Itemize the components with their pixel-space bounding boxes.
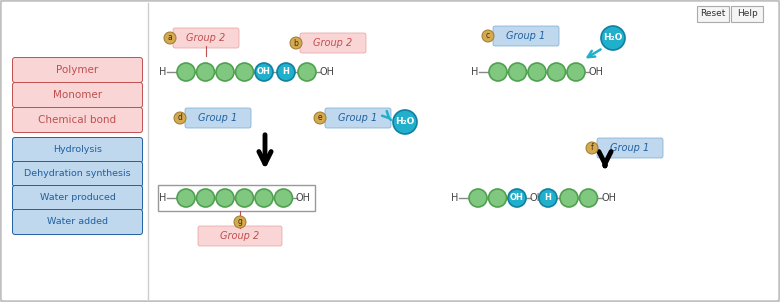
FancyBboxPatch shape — [731, 6, 763, 22]
Text: Water added: Water added — [47, 217, 108, 226]
Circle shape — [314, 112, 326, 124]
FancyBboxPatch shape — [12, 57, 143, 82]
Text: OH: OH — [588, 67, 604, 77]
Circle shape — [255, 63, 273, 81]
FancyBboxPatch shape — [493, 26, 559, 46]
FancyBboxPatch shape — [12, 82, 143, 108]
Text: OH: OH — [320, 67, 335, 77]
Text: Group 1: Group 1 — [198, 113, 238, 123]
Text: Reset: Reset — [700, 9, 725, 18]
Text: H: H — [452, 193, 459, 203]
Circle shape — [275, 189, 292, 207]
Circle shape — [586, 142, 598, 154]
Text: Dehydration synthesis: Dehydration synthesis — [24, 169, 131, 178]
Text: Group 2: Group 2 — [221, 231, 260, 241]
Text: Monomer: Monomer — [53, 90, 102, 100]
Text: H₂O: H₂O — [603, 34, 622, 43]
FancyBboxPatch shape — [173, 28, 239, 48]
Text: OH: OH — [296, 193, 311, 203]
Text: OH: OH — [530, 193, 544, 203]
Circle shape — [469, 189, 487, 207]
Circle shape — [548, 63, 566, 81]
Circle shape — [216, 189, 234, 207]
Text: Polymer: Polymer — [56, 65, 98, 75]
Text: H: H — [159, 67, 167, 77]
Text: Hydrolysis: Hydrolysis — [53, 146, 102, 155]
Text: c: c — [486, 31, 490, 40]
Circle shape — [482, 30, 494, 42]
FancyBboxPatch shape — [597, 138, 663, 158]
FancyBboxPatch shape — [12, 108, 143, 133]
FancyBboxPatch shape — [12, 137, 143, 162]
Circle shape — [277, 63, 295, 81]
Text: H: H — [471, 67, 479, 77]
Circle shape — [509, 63, 526, 81]
Circle shape — [197, 63, 215, 81]
Circle shape — [236, 63, 254, 81]
Text: Group 2: Group 2 — [186, 33, 225, 43]
Text: Help: Help — [736, 9, 757, 18]
Text: b: b — [293, 38, 299, 47]
Circle shape — [601, 26, 625, 50]
Text: f: f — [590, 143, 594, 153]
Circle shape — [528, 63, 546, 81]
Text: H₂O: H₂O — [395, 117, 415, 127]
FancyBboxPatch shape — [185, 108, 251, 128]
Text: H: H — [282, 68, 289, 76]
Circle shape — [177, 63, 195, 81]
Text: H: H — [159, 193, 167, 203]
FancyBboxPatch shape — [325, 108, 391, 128]
Text: Group 1: Group 1 — [339, 113, 378, 123]
Circle shape — [216, 63, 234, 81]
FancyBboxPatch shape — [12, 210, 143, 234]
Text: OH: OH — [510, 194, 524, 203]
FancyBboxPatch shape — [12, 185, 143, 210]
Text: Group 2: Group 2 — [314, 38, 353, 48]
Circle shape — [393, 110, 417, 134]
Circle shape — [580, 189, 597, 207]
Circle shape — [539, 189, 557, 207]
Circle shape — [255, 189, 273, 207]
Circle shape — [489, 63, 507, 81]
Text: Water produced: Water produced — [40, 194, 115, 203]
Circle shape — [560, 189, 578, 207]
Circle shape — [164, 32, 176, 44]
Text: d: d — [178, 114, 183, 123]
Circle shape — [567, 63, 585, 81]
Bar — [158, 185, 314, 211]
Text: a: a — [168, 34, 172, 43]
Circle shape — [488, 189, 506, 207]
Text: H: H — [544, 194, 551, 203]
Circle shape — [234, 216, 246, 228]
Circle shape — [290, 37, 302, 49]
Text: OH: OH — [276, 67, 292, 77]
Text: e: e — [317, 114, 322, 123]
Text: Group 1: Group 1 — [611, 143, 650, 153]
Circle shape — [177, 189, 195, 207]
Circle shape — [508, 189, 526, 207]
Text: Chemical bond: Chemical bond — [38, 115, 116, 125]
Text: g: g — [238, 217, 243, 226]
FancyBboxPatch shape — [697, 6, 729, 22]
Circle shape — [236, 189, 254, 207]
Circle shape — [197, 189, 215, 207]
Text: OH: OH — [257, 68, 271, 76]
Text: Group 1: Group 1 — [506, 31, 546, 41]
Circle shape — [298, 63, 316, 81]
FancyBboxPatch shape — [198, 226, 282, 246]
FancyBboxPatch shape — [300, 33, 366, 53]
Circle shape — [174, 112, 186, 124]
Text: OH: OH — [601, 193, 616, 203]
FancyBboxPatch shape — [12, 162, 143, 187]
